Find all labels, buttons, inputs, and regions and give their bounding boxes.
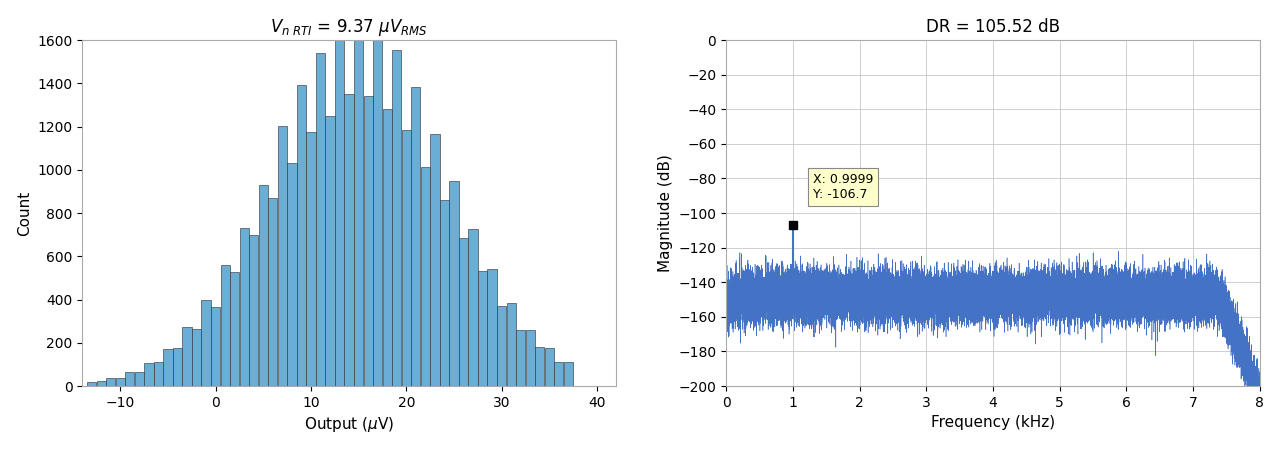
Bar bbox=[564, 362, 573, 386]
Bar bbox=[469, 229, 478, 386]
Bar bbox=[201, 300, 211, 386]
Bar bbox=[439, 200, 450, 386]
Bar bbox=[297, 85, 306, 386]
Bar bbox=[250, 235, 259, 386]
Title: $V_{n\ RTI}$ = 9.37 $\mu V_{RMS}$: $V_{n\ RTI}$ = 9.37 $\mu V_{RMS}$ bbox=[270, 17, 428, 38]
Bar bbox=[240, 228, 249, 386]
Bar bbox=[220, 265, 229, 386]
Bar bbox=[411, 87, 420, 386]
Bar bbox=[87, 382, 96, 386]
Bar bbox=[506, 303, 516, 386]
X-axis label: Output ($\mu$V): Output ($\mu$V) bbox=[304, 415, 395, 434]
Bar bbox=[115, 377, 126, 386]
Bar bbox=[268, 198, 278, 386]
Bar bbox=[354, 28, 364, 386]
Bar bbox=[306, 132, 315, 386]
Bar bbox=[278, 126, 287, 386]
Bar bbox=[497, 306, 506, 386]
Bar bbox=[420, 167, 430, 386]
Bar bbox=[145, 363, 154, 386]
Bar bbox=[488, 269, 497, 386]
Bar bbox=[392, 50, 401, 386]
Bar bbox=[364, 96, 373, 386]
Bar bbox=[182, 327, 192, 386]
Bar bbox=[164, 350, 173, 386]
Text: X: 0.9999
Y: -106.7: X: 0.9999 Y: -106.7 bbox=[813, 173, 874, 201]
Y-axis label: Magnitude (dB): Magnitude (dB) bbox=[657, 154, 673, 272]
Bar bbox=[430, 133, 439, 386]
Bar bbox=[373, 33, 382, 386]
Bar bbox=[450, 181, 459, 386]
Bar bbox=[211, 307, 220, 386]
Title: DR = 105.52 dB: DR = 105.52 dB bbox=[926, 18, 1059, 36]
Bar bbox=[259, 185, 268, 386]
Bar bbox=[459, 238, 468, 386]
Bar bbox=[544, 348, 553, 386]
Bar bbox=[173, 348, 182, 386]
Bar bbox=[525, 330, 535, 386]
Bar bbox=[555, 362, 564, 386]
Bar bbox=[345, 94, 354, 386]
Bar bbox=[478, 271, 487, 386]
Bar bbox=[126, 373, 135, 386]
Y-axis label: Count: Count bbox=[17, 190, 32, 236]
Bar bbox=[96, 382, 106, 386]
Bar bbox=[334, 37, 345, 386]
Bar bbox=[154, 362, 163, 386]
X-axis label: Frequency (kHz): Frequency (kHz) bbox=[931, 415, 1056, 430]
Bar bbox=[192, 329, 201, 386]
Bar bbox=[516, 330, 525, 386]
Bar bbox=[383, 109, 392, 386]
Bar bbox=[535, 347, 544, 386]
Bar bbox=[325, 116, 334, 386]
Bar bbox=[231, 272, 240, 386]
Bar bbox=[402, 130, 411, 386]
Bar bbox=[135, 372, 143, 386]
Bar bbox=[316, 53, 325, 386]
Bar bbox=[106, 378, 115, 386]
Bar bbox=[287, 163, 296, 386]
